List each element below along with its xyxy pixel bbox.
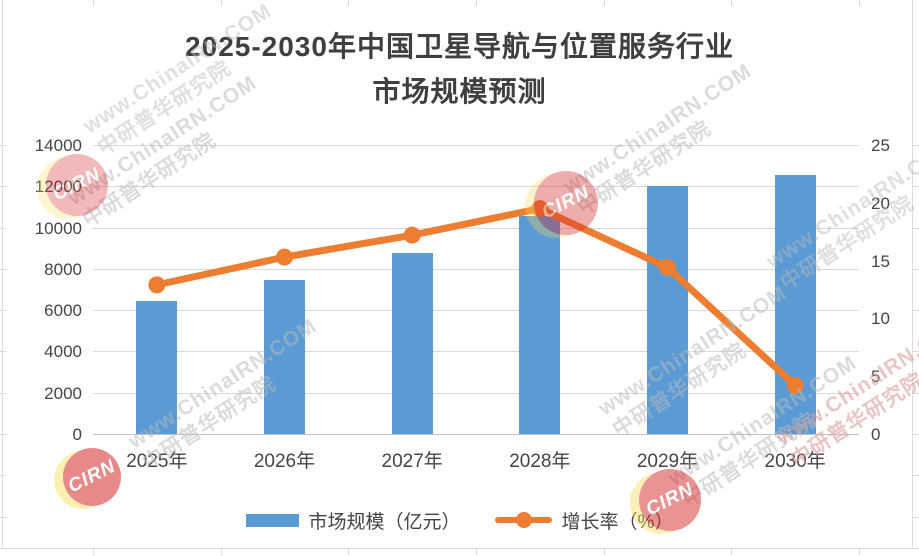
- frame-tick: [913, 145, 919, 146]
- bar-market-size: [264, 280, 305, 434]
- data-point-marker-icon: [148, 276, 166, 294]
- frame-tick: [0, 434, 6, 435]
- right-axis-tick-label: 10: [871, 309, 890, 329]
- frame-tick: [603, 0, 605, 6]
- right-axis-tick-label: 20: [871, 193, 890, 213]
- bar-market-size: [647, 186, 688, 434]
- frame-tick: [913, 186, 919, 188]
- frame-tick: [913, 227, 919, 229]
- chart-title: 2025-2030年中国卫星导航与位置服务行业 市场规模预测: [0, 24, 919, 114]
- frame-right-line: [912, 0, 913, 549]
- frame-tick: [476, 0, 477, 6]
- right-axis-tick-label: 15: [871, 251, 890, 271]
- legend-item-market-size: 市场规模（亿元）: [245, 507, 461, 534]
- frame-tick: [0, 310, 6, 312]
- x-axis-tick-label: 2025年: [126, 451, 188, 472]
- bar-market-size: [391, 252, 433, 434]
- grid-line: [93, 145, 859, 146]
- frame-tick: [0, 351, 6, 353]
- legend-label-growth-rate: 增长率（%）: [561, 511, 674, 533]
- growth-rate-line: [153, 205, 799, 389]
- left-axis-tick-label: 4000: [44, 342, 82, 362]
- frame-tick: [859, 548, 860, 554]
- frame-tick: [913, 268, 919, 270]
- frame-tick: [0, 227, 6, 229]
- frame-tick: [0, 516, 6, 518]
- x-axis-tick-label: 2030年: [764, 451, 826, 472]
- data-point-marker-icon: [276, 248, 293, 266]
- legend-label-market-size: 市场规模（亿元）: [308, 511, 461, 533]
- grid-line: [93, 227, 859, 229]
- frame-tick: [913, 434, 919, 435]
- bar-market-size: [519, 216, 561, 434]
- frame-tick: [93, 0, 94, 6]
- frame-tick: [731, 548, 733, 554]
- frame-tick: [476, 548, 477, 554]
- grid-line: [93, 186, 859, 188]
- left-axis-tick-label: 0: [72, 425, 82, 444]
- frame-tick: [0, 475, 6, 477]
- x-axis-tick-label: 2026年: [253, 451, 316, 472]
- right-axis-tick-label: 5: [871, 367, 881, 387]
- frame-tick: [348, 548, 350, 554]
- frame-tick: [913, 475, 919, 477]
- frame-tick: [93, 548, 94, 554]
- grid-line: [93, 351, 859, 353]
- frame-tick: [913, 516, 919, 518]
- grid-line: [93, 392, 859, 394]
- left-axis-tick-label: 8000: [44, 259, 82, 279]
- frame-left-line: [2, 0, 3, 549]
- frame-tick: [0, 268, 6, 270]
- frame-tick: [220, 0, 222, 6]
- grid-line: [93, 310, 859, 312]
- right-axis-tick-label: 25: [871, 136, 890, 155]
- bar-market-size: [136, 300, 178, 434]
- chart-title-line1: 2025-2030年中国卫星导航与位置服务行业: [185, 31, 734, 62]
- frame-tick: [348, 0, 350, 6]
- frame-tick: [731, 0, 733, 6]
- left-axis-tick-label: 12000: [34, 177, 82, 197]
- frame-tick: [0, 145, 6, 146]
- frame-tick: [859, 0, 860, 6]
- chart-title-line2: 市场规模预测: [372, 76, 547, 107]
- legend: 市场规模（亿元） 增长率（%）: [0, 503, 919, 537]
- x-axis-tick-label: 2027年: [381, 451, 443, 472]
- frame-tick: [603, 548, 605, 554]
- bar-series-swatch-icon: [245, 513, 299, 527]
- x-axis-line: [93, 434, 859, 435]
- left-axis-tick-label: 14000: [34, 136, 82, 155]
- right-axis-tick-label: 0: [871, 425, 881, 444]
- frame-tick: [0, 392, 6, 394]
- data-point-marker-icon: [531, 200, 549, 218]
- frame-bottom-line: [0, 548, 919, 549]
- bar-market-size: [774, 174, 816, 434]
- frame-tick: [913, 351, 919, 353]
- left-axis-tick-label: 10000: [34, 218, 82, 238]
- frame-tick: [0, 186, 6, 188]
- data-point-marker-icon: [403, 226, 421, 244]
- left-axis-tick-label: 6000: [44, 301, 82, 321]
- line-series-swatch-icon: [494, 512, 552, 528]
- x-axis-tick-label: 2029年: [636, 451, 699, 472]
- watermark-text: www.ChinaIRN.COM 中研普华研究院: [664, 351, 861, 512]
- grid-line: [93, 268, 859, 270]
- frame-tick: [913, 392, 919, 394]
- legend-item-growth-rate: 增长率（%）: [494, 507, 674, 534]
- frame-tick: [913, 310, 919, 312]
- frame-tick: [220, 548, 222, 554]
- left-axis-tick-label: 2000: [44, 383, 82, 403]
- x-axis-tick-label: 2028年: [509, 451, 571, 472]
